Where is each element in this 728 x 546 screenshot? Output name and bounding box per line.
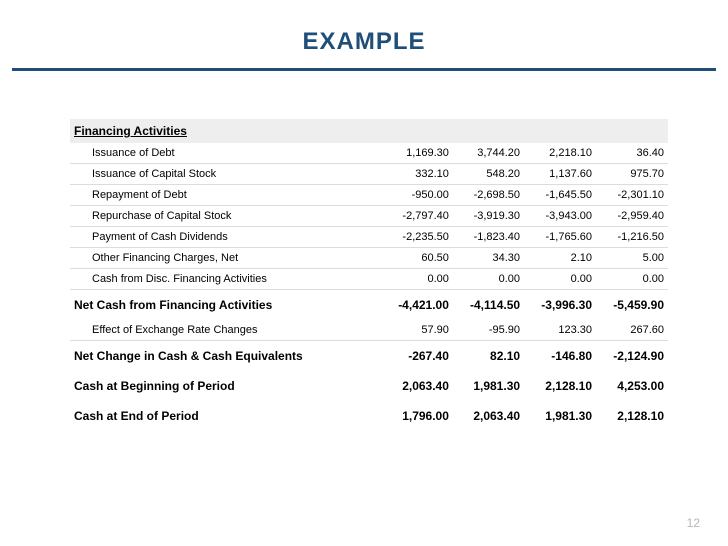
row-value: -2,301.10	[596, 185, 668, 206]
row-value: 2.10	[524, 248, 596, 269]
row-value: 0.00	[596, 269, 668, 290]
row-value: 36.40	[596, 143, 668, 164]
row-value: 34.30	[453, 248, 524, 269]
row-value: -950.00	[381, 185, 453, 206]
row-value: -1,645.50	[524, 185, 596, 206]
row-value: 0.00	[453, 269, 524, 290]
row-value: -5,459.90	[596, 290, 668, 321]
row-value: -4,421.00	[381, 290, 453, 321]
row-value: -2,124.90	[596, 341, 668, 372]
row-value: 1,169.30	[381, 143, 453, 164]
table-row: Cash from Disc. Financing Activities0.00…	[70, 269, 668, 290]
row-label: Issuance of Debt	[70, 143, 381, 164]
cash-end-row: Cash at End of Period1,796.002,063.401,9…	[70, 401, 668, 431]
row-value: -1,216.50	[596, 227, 668, 248]
row-value: -267.40	[381, 341, 453, 372]
row-label: Net Change in Cash & Cash Equivalents	[70, 341, 381, 372]
row-value: 0.00	[381, 269, 453, 290]
row-value: -2,698.50	[453, 185, 524, 206]
row-value: 0.00	[524, 269, 596, 290]
row-value: 82.10	[453, 341, 524, 372]
row-value: -2,235.50	[381, 227, 453, 248]
row-label: Net Cash from Financing Activities	[70, 290, 381, 321]
row-value: 4,253.00	[596, 371, 668, 401]
section-header-financing: Financing Activities	[70, 119, 668, 143]
row-label: Cash at Beginning of Period	[70, 371, 381, 401]
table-row: Payment of Cash Dividends-2,235.50-1,823…	[70, 227, 668, 248]
row-value: 2,063.40	[381, 371, 453, 401]
row-label: Issuance of Capital Stock	[70, 164, 381, 185]
row-value: -4,114.50	[453, 290, 524, 321]
table-row: Issuance of Capital Stock332.10548.201,1…	[70, 164, 668, 185]
row-value: -3,943.00	[524, 206, 596, 227]
row-value: 1,981.30	[524, 401, 596, 431]
row-value: 548.20	[453, 164, 524, 185]
cash-begin-row: Cash at Beginning of Period2,063.401,981…	[70, 371, 668, 401]
section-header-label: Financing Activities	[70, 119, 668, 143]
row-value: 2,128.10	[596, 401, 668, 431]
row-value: -3,919.30	[453, 206, 524, 227]
row-value: 57.90	[381, 320, 453, 341]
net-financing-row: Net Cash from Financing Activities-4,421…	[70, 290, 668, 321]
exchange-row: Effect of Exchange Rate Changes57.90-95.…	[70, 320, 668, 341]
table-row: Repayment of Debt-950.00-2,698.50-1,645.…	[70, 185, 668, 206]
table-row: Issuance of Debt1,169.303,744.202,218.10…	[70, 143, 668, 164]
row-value: 2,128.10	[524, 371, 596, 401]
row-value: 1,796.00	[381, 401, 453, 431]
table-row: Other Financing Charges, Net60.5034.302.…	[70, 248, 668, 269]
row-value: 5.00	[596, 248, 668, 269]
row-value: 3,744.20	[453, 143, 524, 164]
row-value: -3,996.30	[524, 290, 596, 321]
row-value: 2,063.40	[453, 401, 524, 431]
row-value: -2,797.40	[381, 206, 453, 227]
row-value: 1,981.30	[453, 371, 524, 401]
row-value: -1,823.40	[453, 227, 524, 248]
row-value: -2,959.40	[596, 206, 668, 227]
row-label: Repurchase of Capital Stock	[70, 206, 381, 227]
row-value: -95.90	[453, 320, 524, 341]
row-label: Cash at End of Period	[70, 401, 381, 431]
financial-table-wrap: Financing ActivitiesIssuance of Debt1,16…	[0, 71, 728, 431]
row-label: Effect of Exchange Rate Changes	[70, 320, 381, 341]
row-value: 332.10	[381, 164, 453, 185]
row-value: 1,137.60	[524, 164, 596, 185]
row-value: 2,218.10	[524, 143, 596, 164]
row-label: Cash from Disc. Financing Activities	[70, 269, 381, 290]
financial-table: Financing ActivitiesIssuance of Debt1,16…	[70, 119, 668, 431]
row-value: 60.50	[381, 248, 453, 269]
row-value: -146.80	[524, 341, 596, 372]
row-value: 267.60	[596, 320, 668, 341]
row-value: 975.70	[596, 164, 668, 185]
page-title: EXAMPLE	[0, 0, 728, 68]
row-label: Other Financing Charges, Net	[70, 248, 381, 269]
row-value: -1,765.60	[524, 227, 596, 248]
row-label: Repayment of Debt	[70, 185, 381, 206]
table-row: Repurchase of Capital Stock-2,797.40-3,9…	[70, 206, 668, 227]
row-label: Payment of Cash Dividends	[70, 227, 381, 248]
net-change-row: Net Change in Cash & Cash Equivalents-26…	[70, 341, 668, 372]
row-value: 123.30	[524, 320, 596, 341]
page-number: 12	[687, 516, 700, 530]
